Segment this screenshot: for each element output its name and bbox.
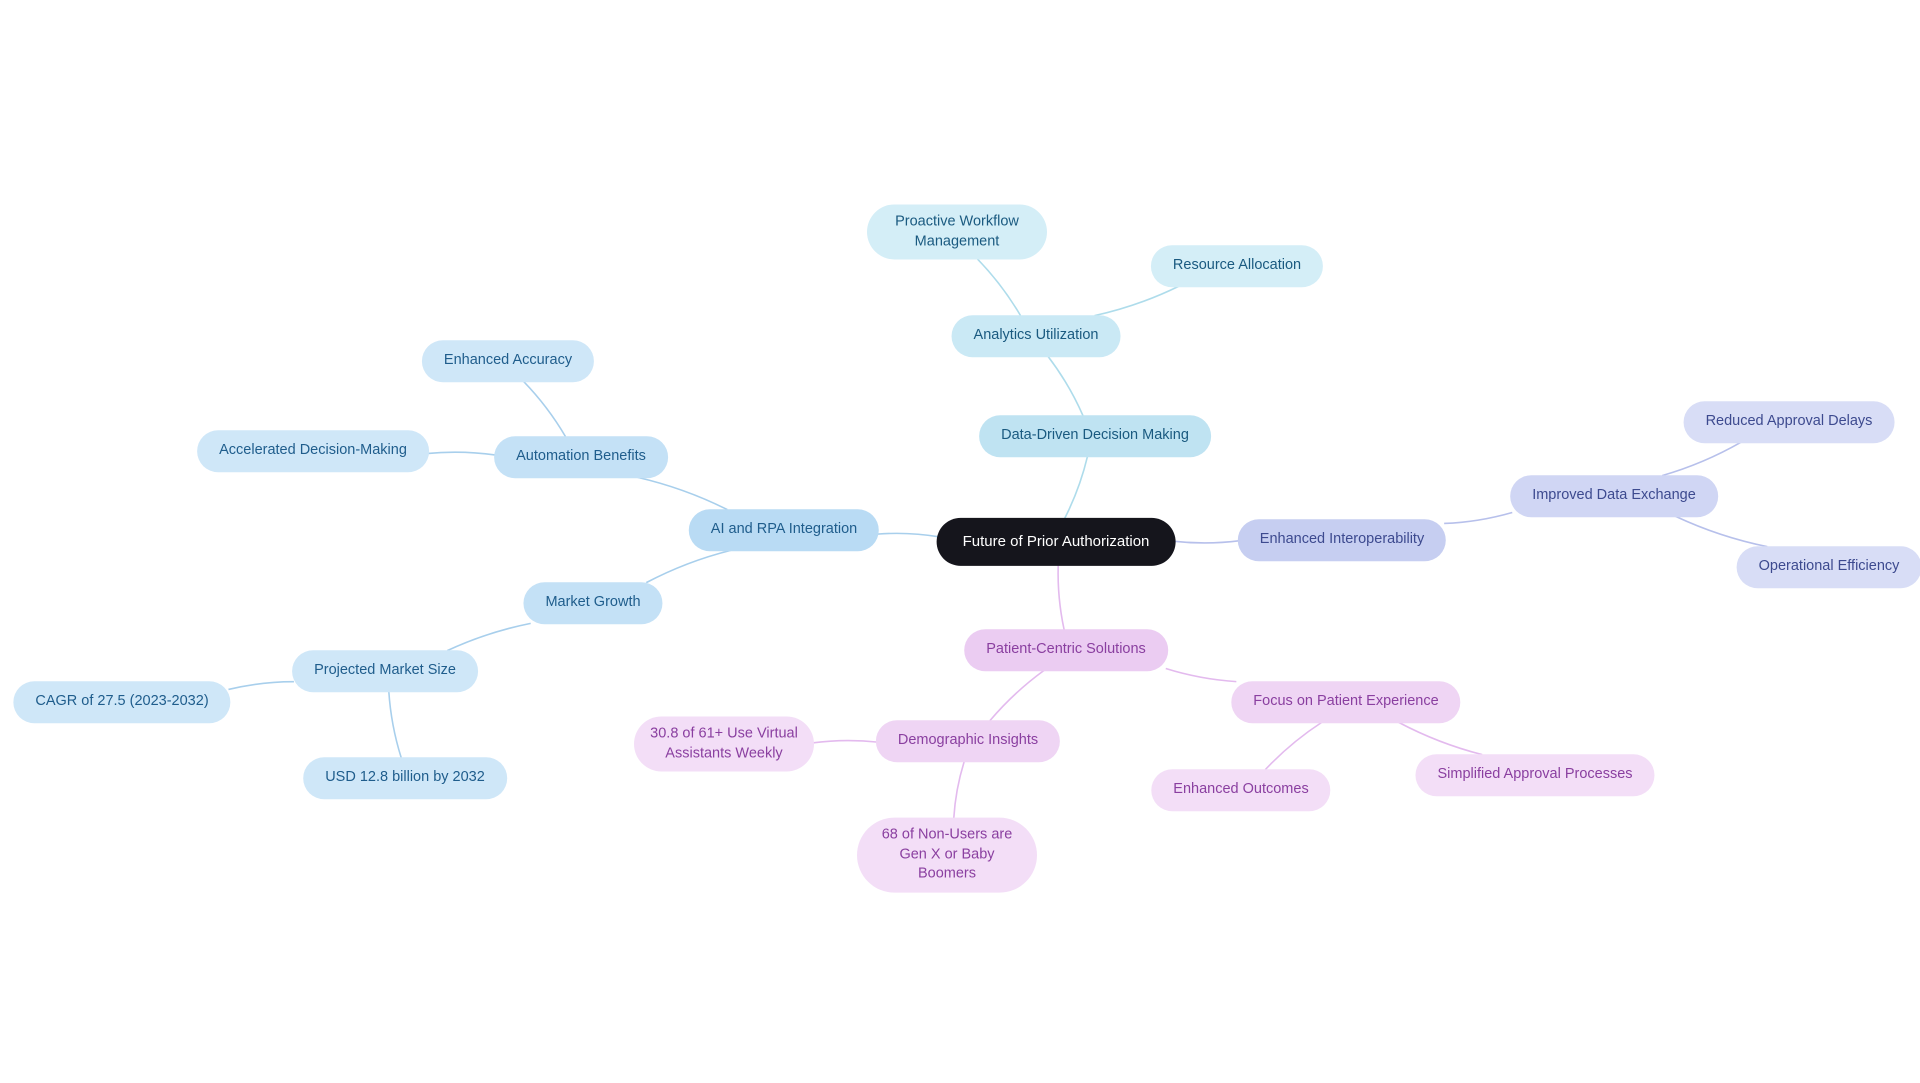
node-exch: Improved Data Exchange (1510, 475, 1718, 517)
node-gen: 68 of Non-Users are Gen X or Baby Boomer… (857, 818, 1037, 893)
node-ai: AI and RPA Integration (689, 509, 879, 551)
edge-exp-out (1265, 722, 1321, 769)
edge-ai-auto (638, 477, 728, 509)
node-simp: Simplified Approval Processes (1415, 754, 1654, 796)
edge-pat-exp (1166, 669, 1237, 682)
edge-demo-va (812, 741, 878, 743)
node-proj: Projected Market Size (292, 650, 478, 692)
node-pat: Patient-Centric Solutions (964, 629, 1168, 671)
edge-proj-cagr (228, 682, 293, 690)
edge-root-pat (1058, 566, 1064, 630)
edge-pat-demo (990, 670, 1044, 720)
edge-root-data (1065, 456, 1088, 518)
edge-data-anal (1048, 356, 1083, 415)
node-data: Data-Driven Decision Making (979, 415, 1211, 457)
node-res: Resource Allocation (1151, 245, 1323, 287)
edge-root-ai (877, 533, 939, 536)
edge-exch-opeff (1676, 516, 1768, 546)
node-usd: USD 12.8 billion by 2032 (303, 757, 507, 799)
node-out: Enhanced Outcomes (1151, 769, 1330, 811)
edge-ai-mkt (646, 550, 730, 582)
edge-inter-exch (1444, 512, 1512, 523)
node-cagr: CAGR of 27.5 (2023-2032) (13, 681, 230, 723)
node-demo: Demographic Insights (876, 720, 1060, 762)
edge-mkt-proj (447, 623, 530, 650)
node-exp: Focus on Patient Experience (1231, 681, 1460, 723)
node-delay: Reduced Approval Delays (1684, 401, 1895, 443)
edge-exch-delay (1662, 442, 1741, 475)
node-anal: Analytics Utilization (952, 315, 1121, 357)
edge-demo-gen (954, 761, 965, 818)
node-inter: Enhanced Interoperability (1238, 519, 1446, 561)
node-opeff: Operational Efficiency (1737, 546, 1920, 588)
edge-proj-usd (389, 691, 401, 757)
node-acc: Enhanced Accuracy (422, 340, 594, 382)
edge-anal-work (978, 259, 1021, 316)
edge-root-inter (1173, 541, 1240, 543)
node-va: 30.8 of 61+ Use Virtual Assistants Weekl… (634, 716, 814, 771)
edge-auto-acc (523, 381, 565, 436)
edge-exp-simp (1399, 722, 1483, 754)
node-root: Future of Prior Authorization (937, 518, 1176, 566)
node-decel: Accelerated Decision-Making (197, 430, 429, 472)
edge-auto-decel (427, 452, 496, 455)
node-work: Proactive Workflow Management (867, 204, 1047, 259)
node-mkt: Market Growth (523, 582, 662, 624)
node-auto: Automation Benefits (494, 436, 668, 478)
edge-anal-res (1094, 286, 1178, 315)
